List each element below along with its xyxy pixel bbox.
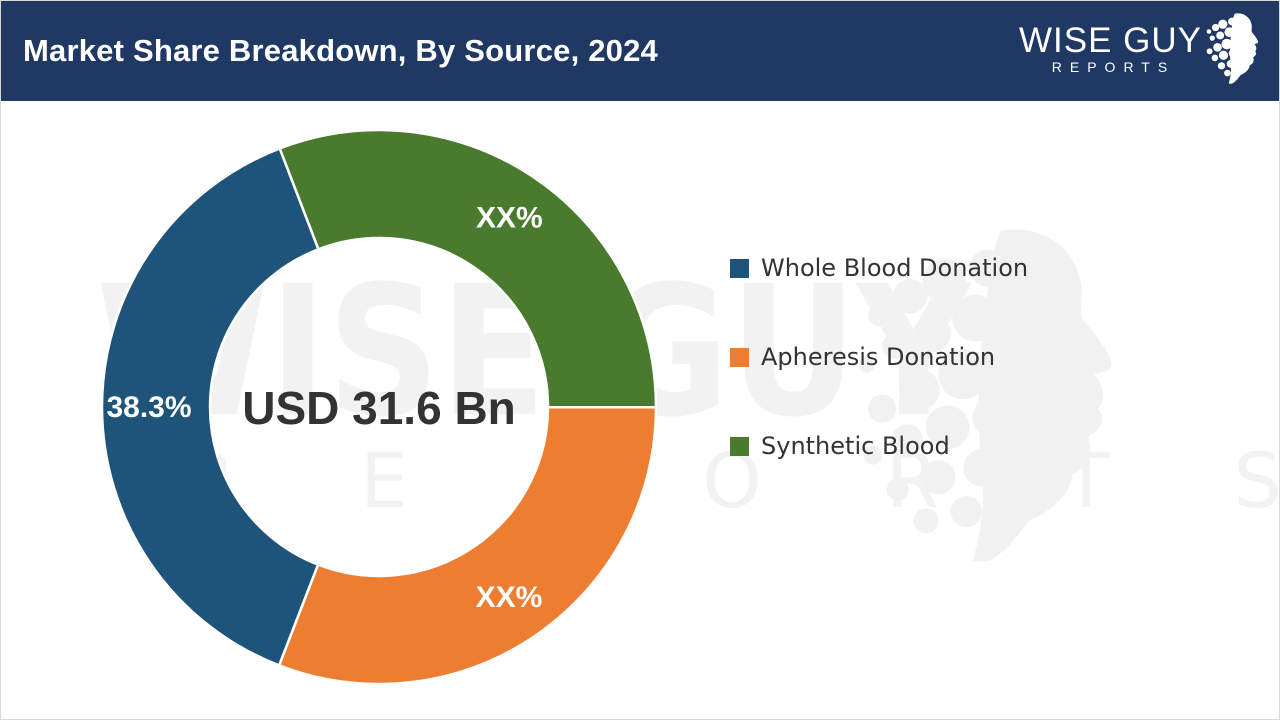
face-profile-icon xyxy=(972,229,1112,562)
brand-logo-text: WISE GUY REPORTS xyxy=(1019,21,1202,75)
donut-slice-1 xyxy=(277,405,658,686)
legend-swatch-icon xyxy=(730,436,749,456)
header-bar: Market Share Breakdown, By Source, 2024 … xyxy=(1,1,1279,101)
slice-label-1: XX% xyxy=(476,581,543,614)
page-title: Market Share Breakdown, By Source, 2024 xyxy=(23,33,658,68)
slice-label-0: 38.3% xyxy=(106,391,191,424)
legend-label: Whole Blood Donation xyxy=(761,254,1029,282)
face-profile-icon xyxy=(1228,13,1259,84)
chart-center-value: USD 31.6 Bn xyxy=(242,382,516,434)
slice-label-2: XX% xyxy=(476,202,543,235)
brand-face-logo-icon xyxy=(1206,13,1259,84)
legend-label: Synthetic Blood xyxy=(761,432,950,460)
chart-legend: Whole Blood Donation Apheresis Donation … xyxy=(730,253,1028,520)
legend-item-whole-blood: Whole Blood Donation xyxy=(730,253,1028,283)
legend-swatch-icon xyxy=(730,347,749,367)
legend-swatch-icon xyxy=(730,258,749,278)
legend-label: Apheresis Donation xyxy=(761,343,996,371)
legend-item-synthetic: Synthetic Blood xyxy=(730,431,1028,461)
brand-name: WISE GUY xyxy=(1018,21,1202,60)
donut-slice-0 xyxy=(100,146,321,668)
brand-logo: WISE GUY REPORTS xyxy=(1019,9,1269,87)
brand-subname: REPORTS xyxy=(1051,59,1176,75)
donut-slice-2 xyxy=(278,128,658,409)
donut-chart: 38.3% XX% XX% xyxy=(100,128,658,686)
legend-item-apheresis: Apheresis Donation xyxy=(730,342,1028,372)
watermark-face-logo-icon xyxy=(858,229,1112,562)
